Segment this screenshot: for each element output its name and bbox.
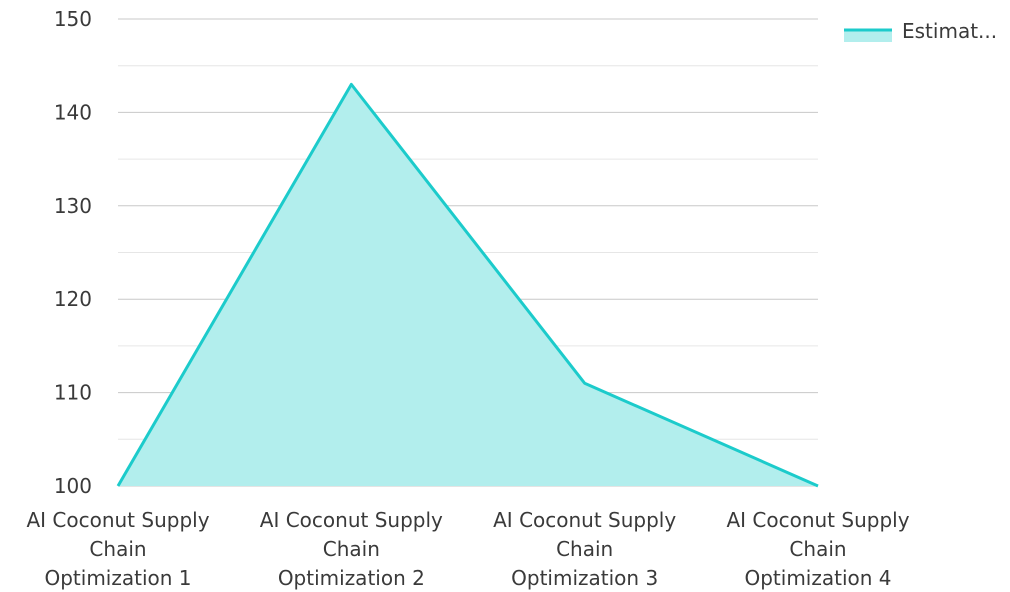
y-tick-label: 130 <box>54 194 92 218</box>
x-tick-label: AI Coconut Supply Chain Optimization 3 <box>493 508 676 590</box>
legend-label: Estimat... <box>902 19 997 43</box>
x-tick-label: AI Coconut Supply Chain Optimization 4 <box>726 508 909 590</box>
y-tick-label: 120 <box>54 287 92 311</box>
x-tick-label: AI Coconut Supply Chain Optimization 1 <box>26 508 209 590</box>
y-axis: 100 110 120 130 140 150 <box>54 7 92 498</box>
series-line <box>116 82 819 488</box>
legend[interactable]: Estimat... <box>844 19 997 43</box>
y-tick-label: 150 <box>54 7 92 31</box>
x-axis: AI Coconut Supply Chain Optimization 1 AI C… <box>26 508 909 590</box>
y-tick-label: 110 <box>54 381 92 405</box>
x-tick-label: AI Coconut Supply Chain Optimization 2 <box>260 508 443 590</box>
y-tick-label: 100 <box>54 474 92 498</box>
legend-swatch-fill <box>844 29 892 42</box>
y-tick-label: 140 <box>54 100 92 124</box>
series-area-fill <box>118 84 818 486</box>
series-area <box>116 82 819 488</box>
